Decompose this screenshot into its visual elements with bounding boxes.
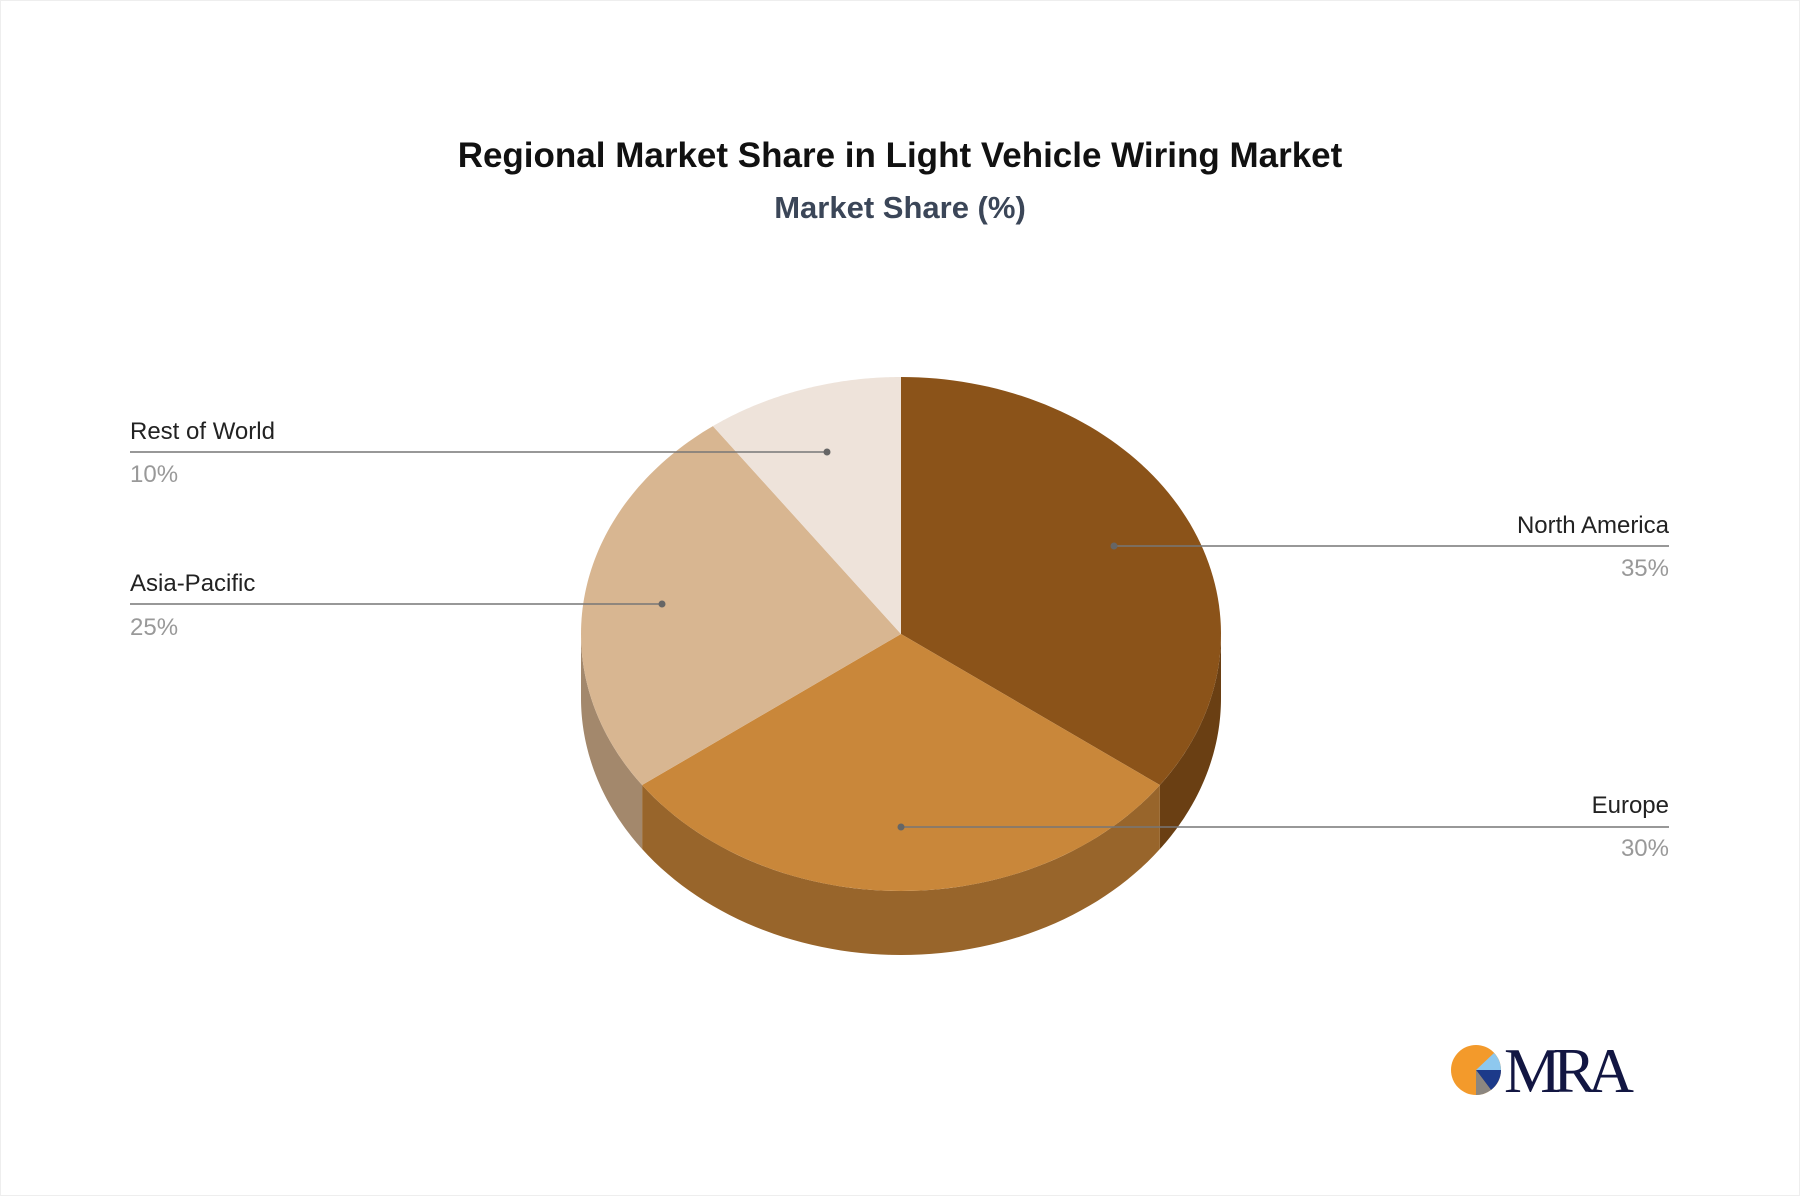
pie-slice-asia-pacific xyxy=(581,426,901,786)
leader-dot-north-america xyxy=(1110,542,1118,550)
label-rest-of-world: Rest of World xyxy=(130,418,275,445)
pie-slice-north-america xyxy=(901,377,1221,786)
pie-slice-rest-of-world xyxy=(712,377,901,634)
value-label-europe: 30% xyxy=(1621,835,1669,862)
slice-side-asia-pacific xyxy=(581,634,643,850)
mra-logo: MRA xyxy=(1451,1040,1634,1100)
label-asia-pacific: Asia-Pacific xyxy=(130,570,255,597)
leader-dot-asia-pacific xyxy=(658,600,666,608)
chart-subtitle: Market Share (%) xyxy=(774,190,1026,225)
chart-title: Regional Market Share in Light Vehicle W… xyxy=(457,136,1343,175)
value-label-rest-of-world: 10% xyxy=(130,461,178,488)
leader-dot-europe xyxy=(897,823,905,831)
label-europe: Europe xyxy=(1592,792,1669,819)
slice-side-europe xyxy=(642,785,1160,955)
leader-dot-rest-of-world xyxy=(823,448,831,456)
slice-side-north-america xyxy=(1159,634,1221,850)
svg-text:MRA: MRA xyxy=(1504,1040,1634,1100)
label-north-america: North America xyxy=(1517,512,1670,539)
value-label-asia-pacific: 25% xyxy=(130,614,178,641)
value-label-north-america: 35% xyxy=(1621,555,1669,582)
